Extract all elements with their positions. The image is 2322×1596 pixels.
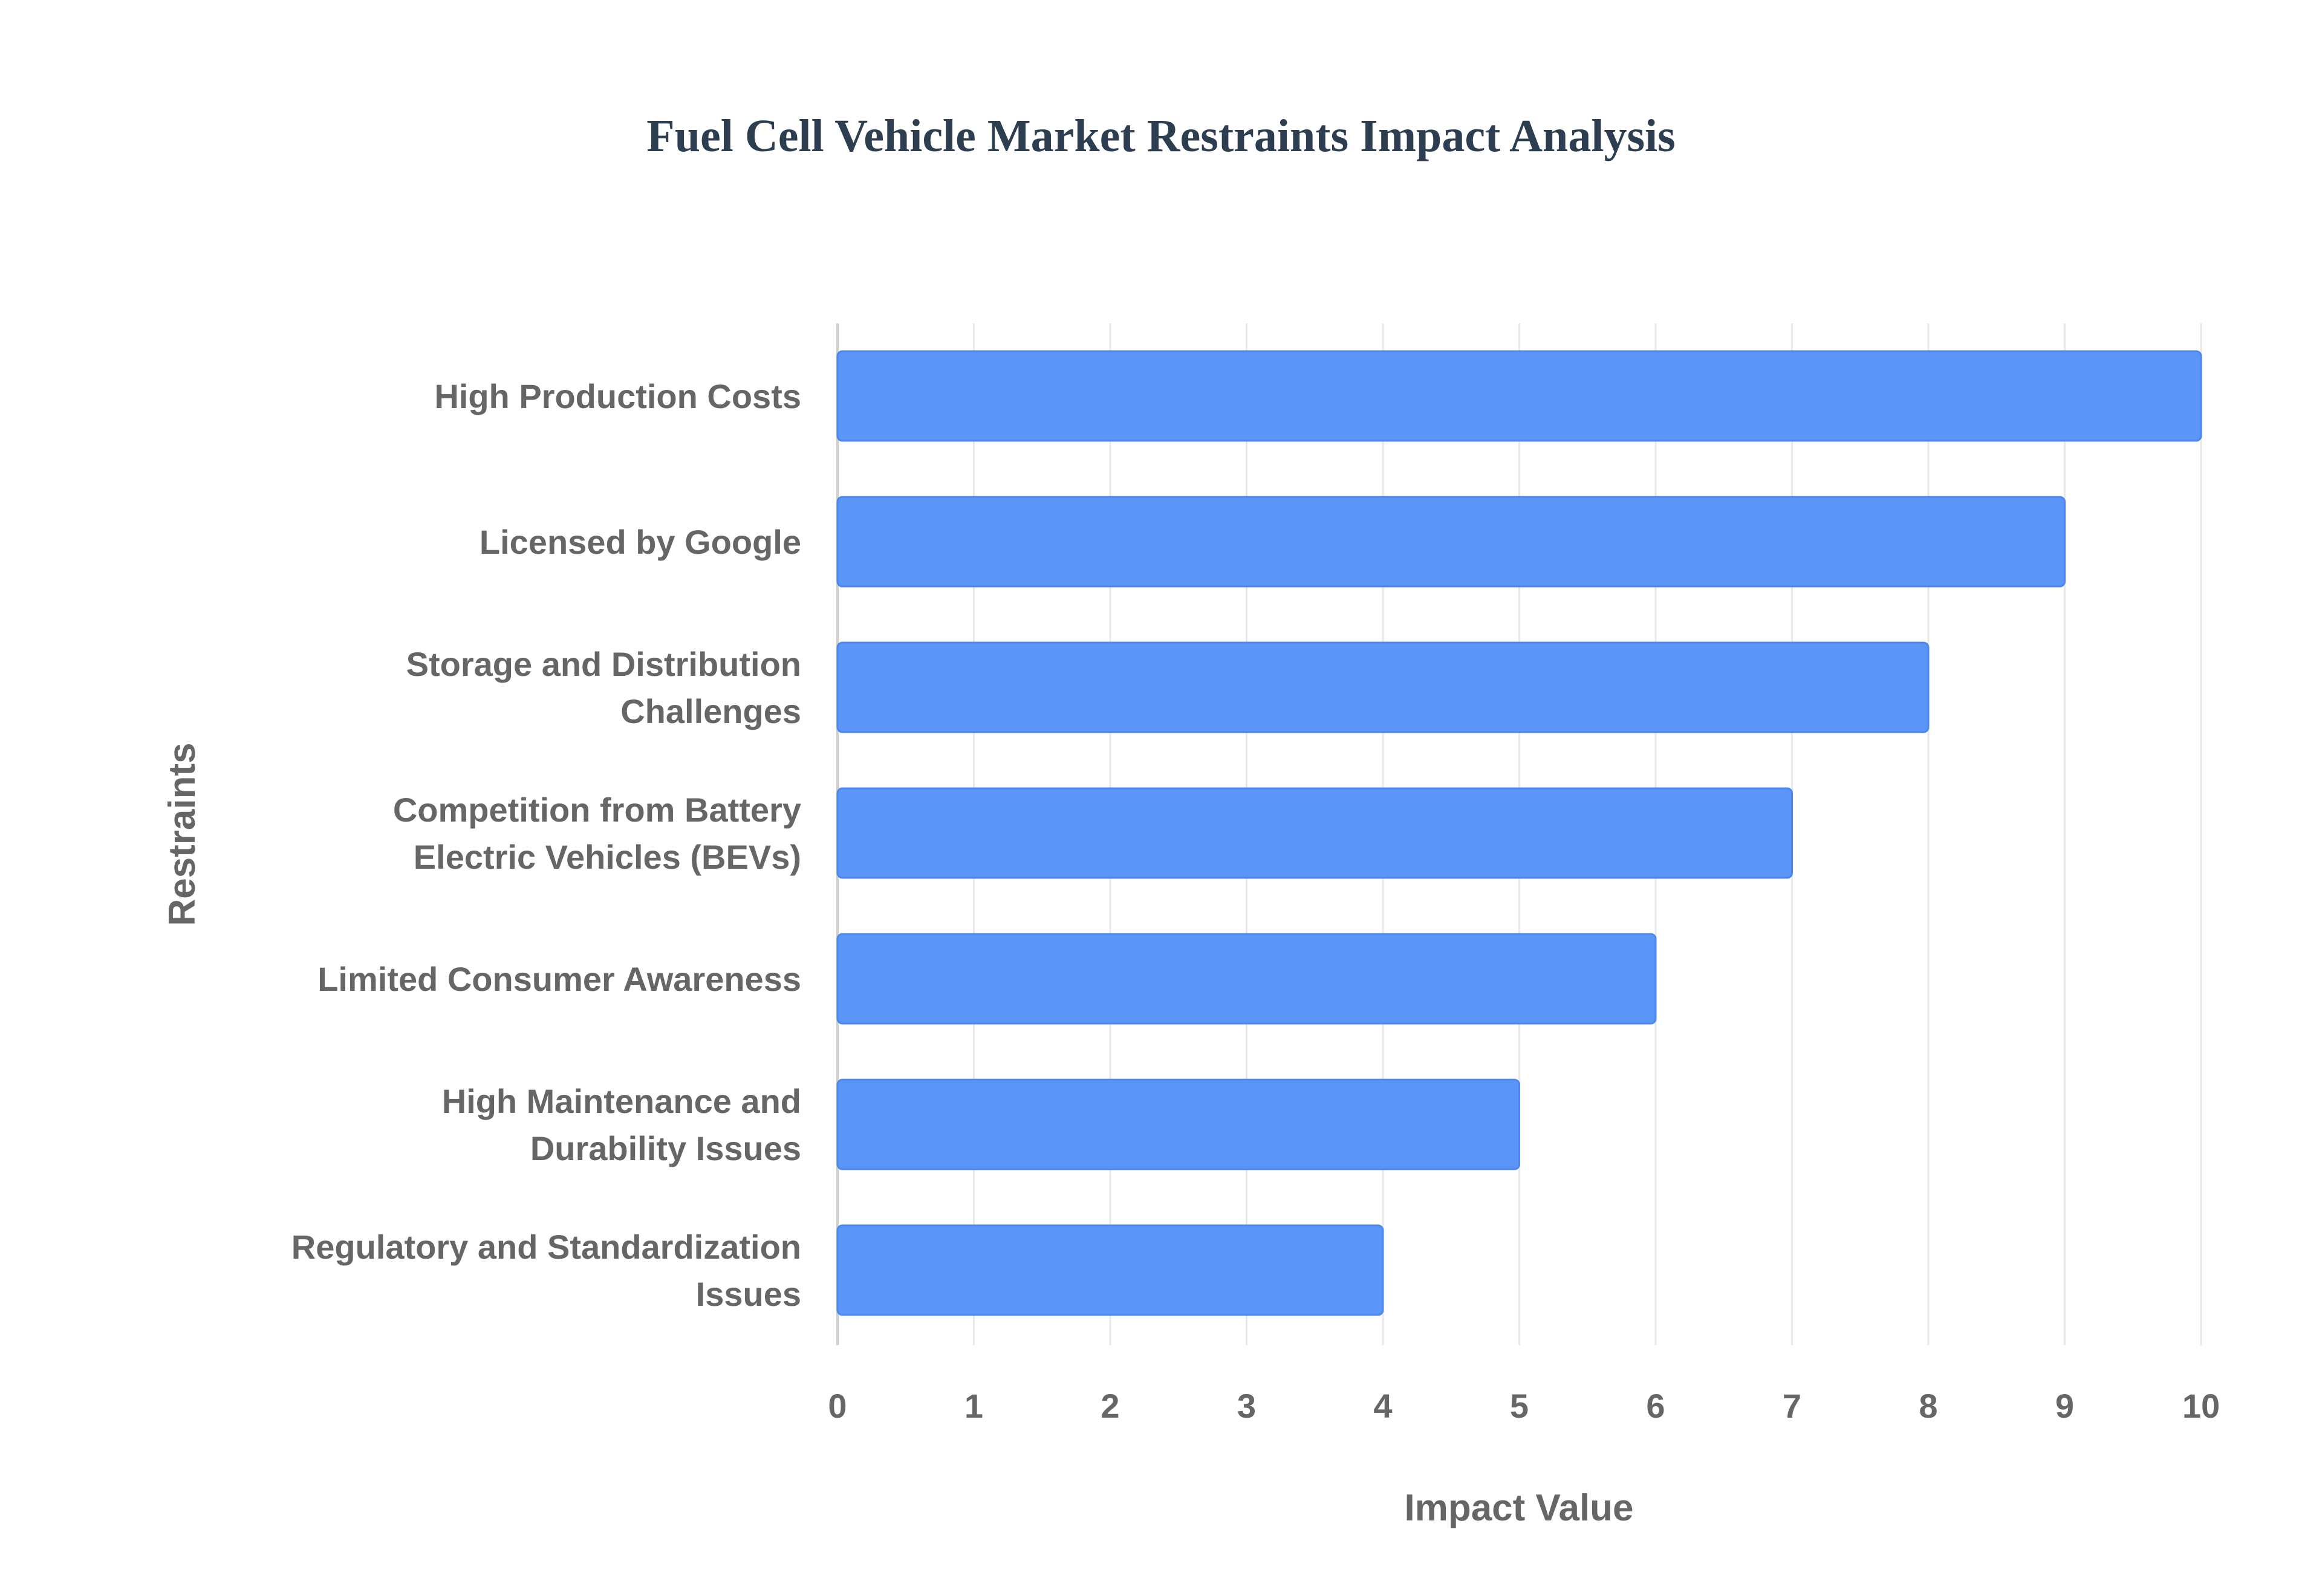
category-label: High Maintenance and Durability Issues	[442, 1082, 801, 1167]
y-axis-title: Restraints	[161, 742, 203, 926]
x-tick-label: 3	[1237, 1387, 1256, 1425]
x-tick-label: 2	[1101, 1387, 1119, 1425]
x-tick-labels: 0 1 2 3 4 5 6 7 8 9 10	[828, 1387, 2220, 1425]
chart-title: Fuel Cell Vehicle Market Restraints Impa…	[646, 111, 1675, 161]
category-label: Regulatory and Standardization Issues	[291, 1228, 801, 1313]
bar[interactable]	[836, 787, 1793, 879]
bars	[836, 350, 2202, 1316]
category-labels: High Production Costs Licensed by Google S…	[291, 377, 801, 1313]
x-tick-label: 7	[1783, 1387, 1801, 1425]
x-tick-label: 1	[964, 1387, 983, 1425]
bar[interactable]	[836, 496, 2066, 588]
bar[interactable]	[836, 350, 2202, 442]
x-tick-label: 8	[1919, 1387, 1937, 1425]
bar[interactable]	[836, 933, 1657, 1025]
x-tick-label: 9	[2055, 1387, 2074, 1425]
category-label: Limited Consumer Awareness	[317, 960, 801, 998]
x-axis-title: Impact Value	[1404, 1487, 1633, 1529]
x-tick-label: 6	[1646, 1387, 1665, 1425]
x-tick-label: 4	[1373, 1387, 1392, 1425]
category-label: Storage and Distribution Challenges	[406, 645, 801, 730]
bar[interactable]	[836, 1224, 1384, 1316]
bar[interactable]	[836, 1079, 1520, 1170]
bar[interactable]	[836, 641, 1930, 733]
x-tick-label: 10	[2182, 1387, 2220, 1425]
x-tick-label: 5	[1510, 1387, 1529, 1425]
category-label: Competition from Battery Electric Vehicle…	[393, 791, 801, 876]
category-label: High Production Costs	[434, 377, 801, 415]
x-tick-label: 0	[828, 1387, 847, 1425]
category-label: Licensed by Google	[480, 523, 801, 561]
